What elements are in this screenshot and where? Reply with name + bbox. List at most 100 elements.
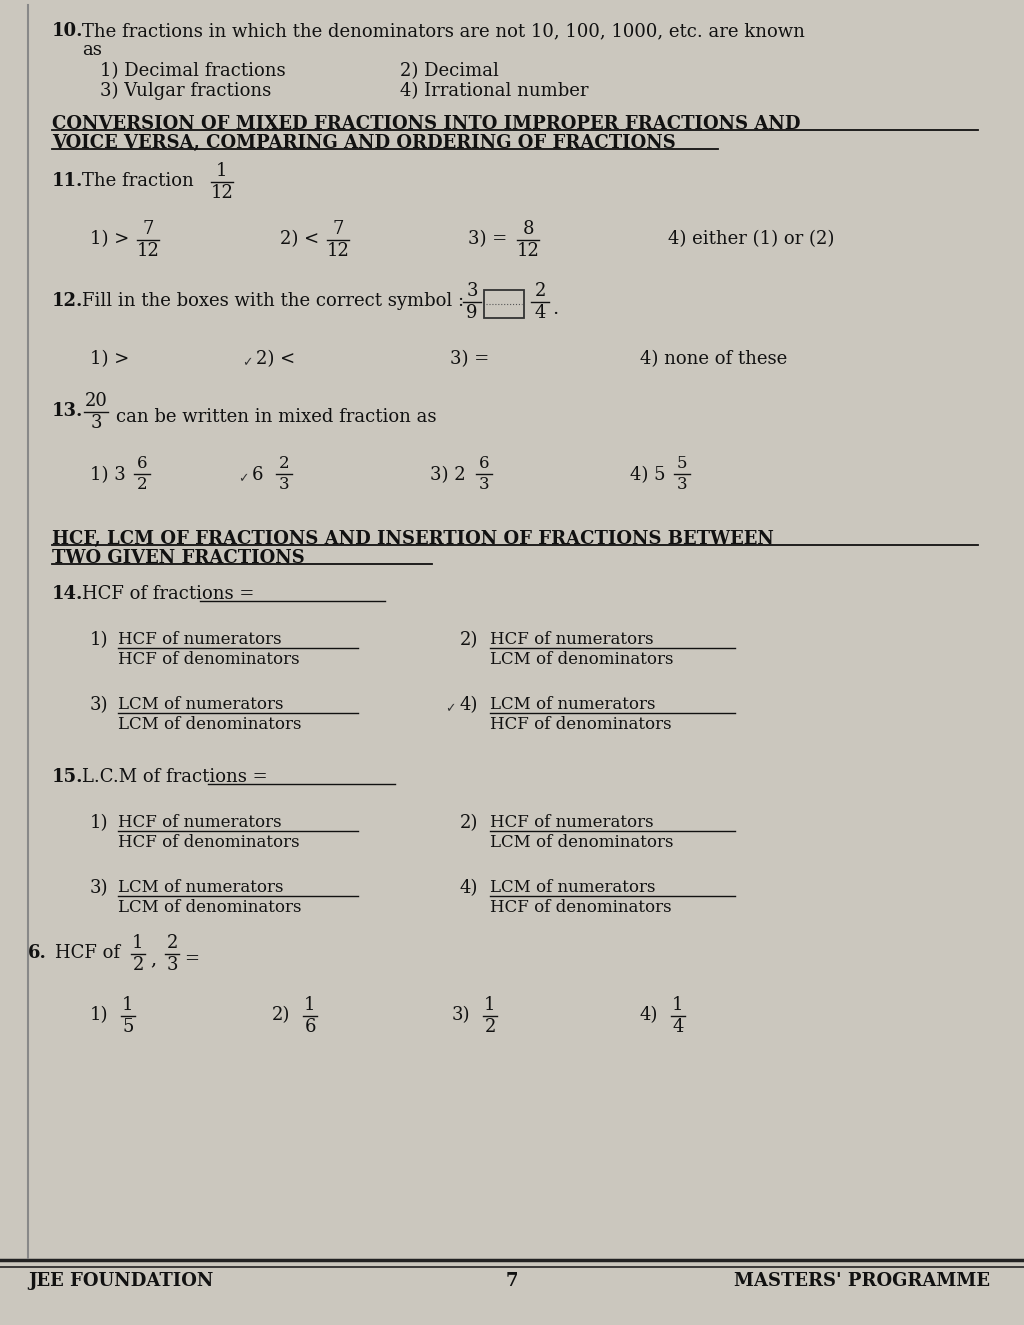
Text: 1: 1 xyxy=(672,996,684,1014)
Text: 1) Decimal fractions: 1) Decimal fractions xyxy=(100,62,286,80)
Text: LCM of denominators: LCM of denominators xyxy=(118,898,301,916)
Text: 2: 2 xyxy=(136,476,147,493)
Text: HCF of denominators: HCF of denominators xyxy=(118,833,300,851)
Bar xyxy=(484,290,524,318)
Text: JEE FOUNDATION: JEE FOUNDATION xyxy=(28,1272,213,1291)
Text: 9: 9 xyxy=(466,303,478,322)
Text: 4): 4) xyxy=(460,878,478,897)
Text: 3) Vulgar fractions: 3) Vulgar fractions xyxy=(100,82,271,101)
Text: 2: 2 xyxy=(484,1018,496,1036)
Text: .: . xyxy=(552,299,558,318)
Text: 1: 1 xyxy=(132,934,143,951)
Text: 3: 3 xyxy=(90,413,101,432)
Text: 2: 2 xyxy=(279,454,290,472)
Text: 1: 1 xyxy=(216,162,227,180)
Text: 3: 3 xyxy=(166,957,178,974)
Text: 7: 7 xyxy=(333,220,344,238)
Text: ,: , xyxy=(150,950,156,969)
Text: 6: 6 xyxy=(304,1018,315,1036)
Text: 3) =: 3) = xyxy=(450,350,489,368)
Text: ✓: ✓ xyxy=(238,472,249,485)
Text: 4) none of these: 4) none of these xyxy=(640,350,787,368)
Text: 4) Irrational number: 4) Irrational number xyxy=(400,82,589,99)
Text: LCM of numerators: LCM of numerators xyxy=(490,878,655,896)
Text: ✓: ✓ xyxy=(242,356,253,368)
Text: 2): 2) xyxy=(460,631,478,649)
Text: 3): 3) xyxy=(90,878,109,897)
Text: TWO GIVEN FRACTIONS: TWO GIVEN FRACTIONS xyxy=(52,549,305,567)
Text: 4) 5: 4) 5 xyxy=(630,466,666,484)
Text: 1) 3: 1) 3 xyxy=(90,466,126,484)
Text: as: as xyxy=(82,41,101,60)
Text: 2: 2 xyxy=(132,957,143,974)
Text: The fractions in which the denominators are not 10, 100, 1000, etc. are known: The fractions in which the denominators … xyxy=(82,23,805,40)
Text: 14.: 14. xyxy=(52,586,83,603)
Text: 6: 6 xyxy=(137,454,147,472)
Text: 4): 4) xyxy=(460,696,478,714)
Text: HCF of denominators: HCF of denominators xyxy=(118,651,300,668)
Text: 12: 12 xyxy=(327,242,349,260)
Text: 3): 3) xyxy=(90,696,109,714)
Text: 12: 12 xyxy=(136,242,160,260)
Text: HCF of numerators: HCF of numerators xyxy=(118,814,282,831)
Text: 1: 1 xyxy=(122,996,134,1014)
Text: 1): 1) xyxy=(90,631,109,649)
Text: 6: 6 xyxy=(479,454,489,472)
Text: 13.: 13. xyxy=(52,401,83,420)
Text: LCM of numerators: LCM of numerators xyxy=(118,696,284,713)
Text: 12: 12 xyxy=(516,242,540,260)
Text: HCF of denominators: HCF of denominators xyxy=(490,898,672,916)
Text: HCF of fractions =: HCF of fractions = xyxy=(82,586,254,603)
Text: 2: 2 xyxy=(535,282,546,299)
Text: 2) Decimal: 2) Decimal xyxy=(400,62,499,80)
Text: 1): 1) xyxy=(90,1006,109,1024)
Text: The fraction: The fraction xyxy=(82,172,194,189)
Text: 3: 3 xyxy=(677,476,687,493)
Text: 1) >: 1) > xyxy=(90,350,129,368)
Text: 15.: 15. xyxy=(52,768,84,786)
Text: HCF, LCM OF FRACTIONS AND INSERTION OF FRACTIONS BETWEEN: HCF, LCM OF FRACTIONS AND INSERTION OF F… xyxy=(52,530,774,549)
Text: 1: 1 xyxy=(304,996,315,1014)
Text: LCM of denominators: LCM of denominators xyxy=(490,651,674,668)
Text: 2): 2) xyxy=(460,814,478,832)
Text: 5: 5 xyxy=(677,454,687,472)
Text: LCM of denominators: LCM of denominators xyxy=(490,833,674,851)
Text: 7: 7 xyxy=(142,220,154,238)
Text: 3) 2: 3) 2 xyxy=(430,466,466,484)
Text: 3: 3 xyxy=(466,282,478,299)
Text: Fill in the boxes with the correct symbol :: Fill in the boxes with the correct symbo… xyxy=(82,292,464,310)
Text: 3) =: 3) = xyxy=(468,231,507,248)
Text: 1): 1) xyxy=(90,814,109,832)
Text: 12: 12 xyxy=(211,184,233,201)
Text: 4): 4) xyxy=(640,1006,658,1024)
Text: 2): 2) xyxy=(272,1006,291,1024)
Text: 3: 3 xyxy=(279,476,290,493)
Text: 2) <: 2) < xyxy=(280,231,319,248)
Text: 7: 7 xyxy=(506,1272,518,1291)
Text: 4: 4 xyxy=(673,1018,684,1036)
Text: 8: 8 xyxy=(522,220,534,238)
Text: 20: 20 xyxy=(85,392,108,409)
Text: =: = xyxy=(184,950,199,969)
Text: LCM of denominators: LCM of denominators xyxy=(118,716,301,733)
Text: 2: 2 xyxy=(166,934,178,951)
Text: 1: 1 xyxy=(484,996,496,1014)
Text: 3: 3 xyxy=(478,476,489,493)
Text: 4) either (1) or (2): 4) either (1) or (2) xyxy=(668,231,835,248)
Text: L.C.M of fractions =: L.C.M of fractions = xyxy=(82,768,267,786)
Text: 1) >: 1) > xyxy=(90,231,129,248)
Text: 6.: 6. xyxy=(28,943,47,962)
Text: 3): 3) xyxy=(452,1006,470,1024)
Text: 12.: 12. xyxy=(52,292,83,310)
Text: 5: 5 xyxy=(122,1018,134,1036)
Text: HCF of numerators: HCF of numerators xyxy=(490,814,653,831)
Text: 2) <: 2) < xyxy=(256,350,295,368)
Text: 11.: 11. xyxy=(52,172,83,189)
Text: MASTERS' PROGRAMME: MASTERS' PROGRAMME xyxy=(734,1272,990,1291)
Text: HCF of: HCF of xyxy=(55,943,120,962)
Text: HCF of denominators: HCF of denominators xyxy=(490,716,672,733)
Text: LCM of numerators: LCM of numerators xyxy=(118,878,284,896)
Text: 6: 6 xyxy=(252,466,263,484)
Text: ✓: ✓ xyxy=(445,702,456,716)
Text: 10.: 10. xyxy=(52,23,84,40)
